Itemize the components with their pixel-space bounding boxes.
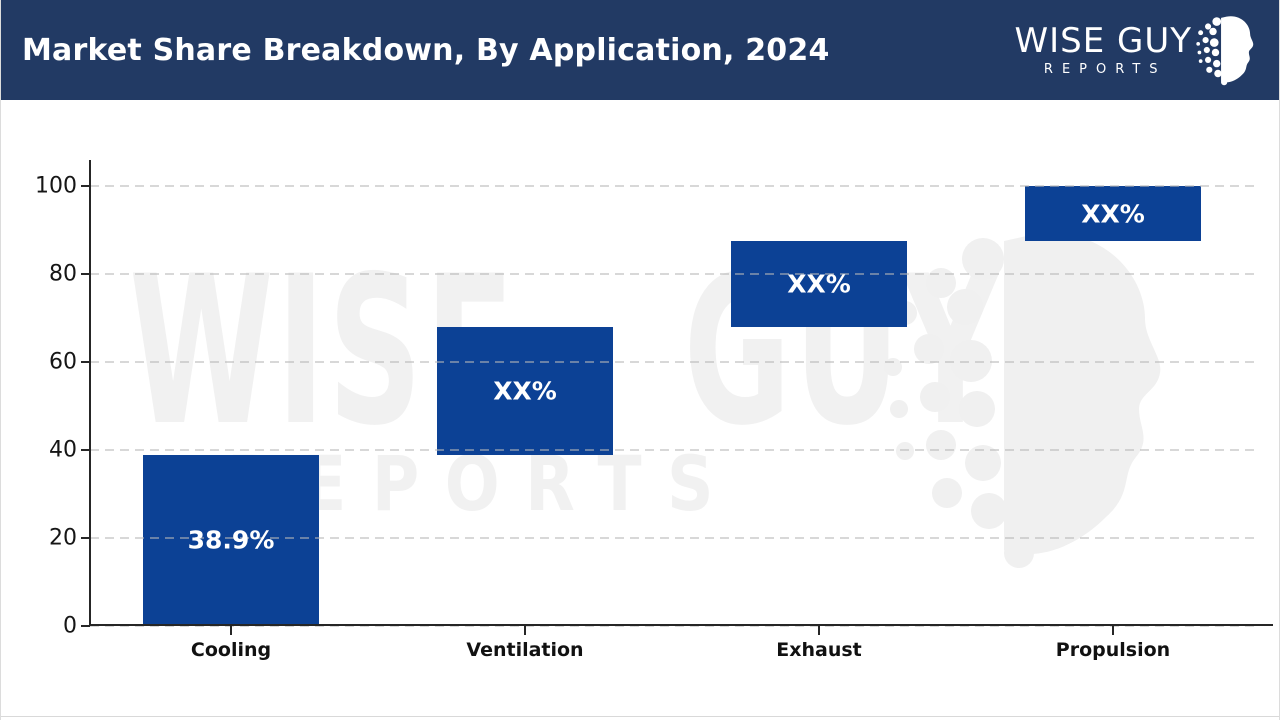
logo-wordmark: WISE GUY	[1014, 21, 1192, 61]
bar-value-label: XX%	[787, 269, 851, 299]
gridline-0	[90, 625, 1259, 627]
y-tick-mark	[81, 537, 90, 539]
watermark-face-icon	[884, 233, 1161, 568]
y-tick-mark	[81, 185, 90, 187]
y-tick-mark	[81, 449, 90, 451]
brand-logo: WISE GUY REPORTS	[1014, 12, 1260, 88]
y-axis-line	[89, 160, 91, 626]
chart-title: Market Share Breakdown, By Application, …	[22, 32, 830, 68]
bottom-border-line	[1, 716, 1279, 717]
header-bar: Market Share Breakdown, By Application, …	[1, 0, 1279, 100]
bar-value-label: XX%	[493, 376, 557, 406]
y-tick-label: 20	[49, 525, 77, 551]
logo-subtext: REPORTS	[1043, 62, 1167, 77]
x-tick-mark	[1112, 626, 1114, 635]
x-tick-mark	[524, 626, 526, 635]
brand-logo-text: WISE GUY REPORTS	[1014, 24, 1192, 76]
gridline-80	[90, 273, 1259, 275]
gridline-40	[90, 449, 1259, 451]
x-tick-mark	[230, 626, 232, 635]
bar-value-label: XX%	[1081, 199, 1145, 228]
x-tick-label-propulsion: Propulsion	[1055, 639, 1171, 661]
y-tick-mark	[81, 273, 90, 275]
logo-face-icon	[1196, 16, 1254, 86]
bar-cooling	[143, 454, 319, 626]
gridline-100	[90, 185, 1259, 187]
x-tick-label-ventilation: Ventilation	[466, 639, 584, 661]
bar-exhaust	[731, 241, 907, 327]
gridline-60	[90, 361, 1259, 363]
x-axis-line	[89, 624, 1273, 626]
bar-propulsion	[1025, 186, 1201, 241]
gridline-20	[90, 537, 1259, 539]
x-tick-mark	[818, 626, 820, 635]
y-tick-label: 100	[35, 173, 77, 199]
y-tick-mark	[81, 361, 90, 363]
y-tick-label: 40	[49, 437, 77, 463]
y-tick-mark	[81, 625, 90, 627]
y-tick-label: 60	[49, 349, 77, 375]
bar-ventilation	[437, 326, 613, 455]
y-tick-label: 0	[63, 613, 77, 639]
x-tick-label-cooling: Cooling	[190, 639, 272, 661]
bar-value-label: 38.9%	[187, 525, 275, 555]
y-tick-label: 80	[49, 261, 77, 287]
x-tick-label-exhaust: Exhaust	[776, 639, 862, 661]
